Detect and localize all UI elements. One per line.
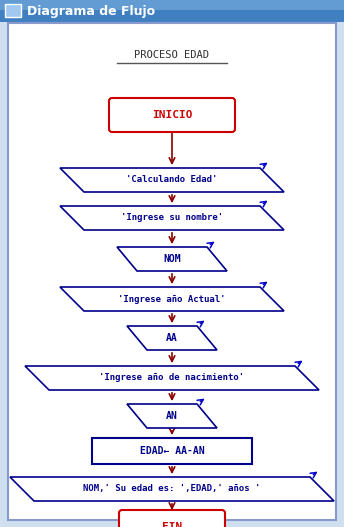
Polygon shape [127,326,217,350]
FancyBboxPatch shape [119,510,225,527]
Text: Diagrama de Flujo: Diagrama de Flujo [27,5,155,17]
Text: 'Calculando Edad': 'Calculando Edad' [126,175,218,184]
Polygon shape [10,477,334,501]
FancyBboxPatch shape [92,438,252,464]
Polygon shape [127,404,217,428]
FancyBboxPatch shape [0,0,344,10]
Text: 'Ingrese su nombre': 'Ingrese su nombre' [121,213,223,222]
Text: 'Ingrese año de nacimiento': 'Ingrese año de nacimiento' [99,374,245,383]
Text: NOM: NOM [163,254,181,264]
Text: NOM,' Su edad es: ',EDAD,' años ': NOM,' Su edad es: ',EDAD,' años ' [83,484,261,493]
Text: PROCESO EDAD: PROCESO EDAD [135,50,209,60]
Polygon shape [60,287,284,311]
Polygon shape [117,247,227,271]
FancyBboxPatch shape [0,0,344,22]
Polygon shape [25,366,319,390]
Polygon shape [60,206,284,230]
Text: EDAD← AA-AN: EDAD← AA-AN [140,446,204,456]
Text: AA: AA [166,333,178,343]
Text: AN: AN [166,411,178,421]
Text: FIN: FIN [162,522,182,527]
FancyBboxPatch shape [8,23,336,520]
FancyBboxPatch shape [5,4,21,17]
Text: 'Ingrese año Actual': 'Ingrese año Actual' [118,295,226,304]
Text: INICIO: INICIO [152,110,192,120]
FancyBboxPatch shape [109,98,235,132]
Polygon shape [60,168,284,192]
